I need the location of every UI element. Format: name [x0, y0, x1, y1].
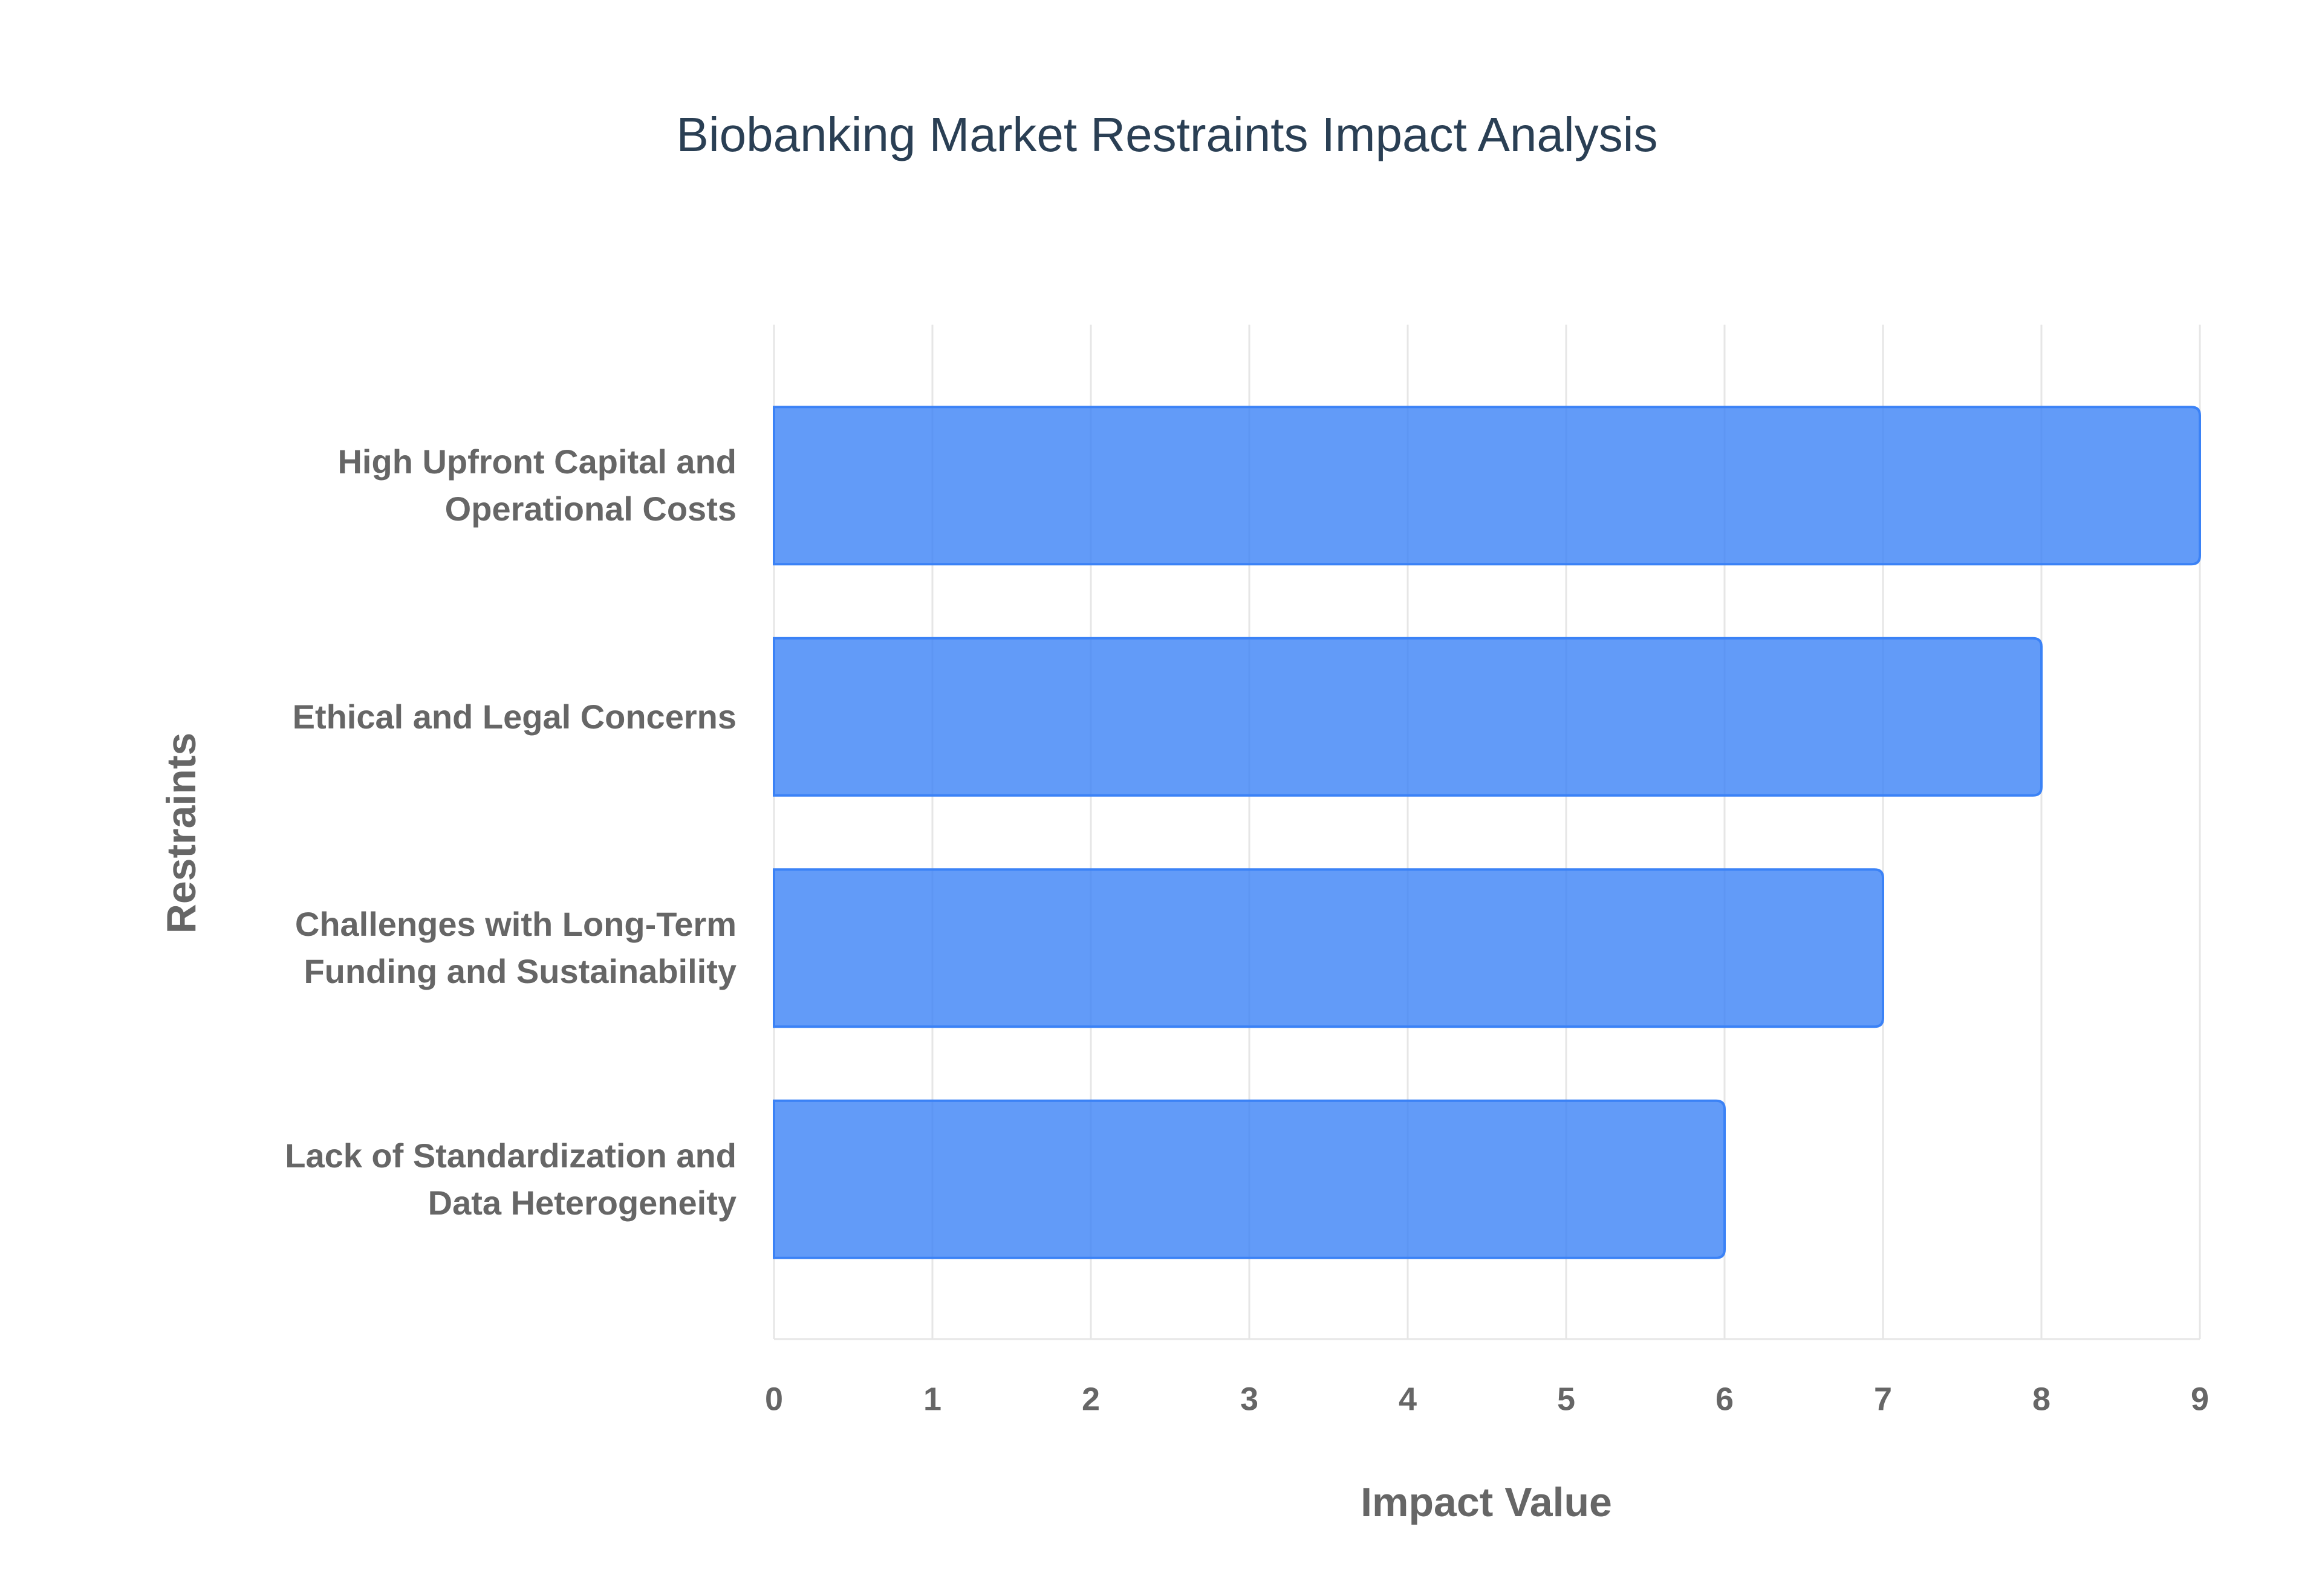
bar: [773, 868, 1884, 1028]
x-axis-title: Impact Value: [1361, 1479, 1612, 1525]
y-tick-label: Ethical and Legal Concerns: [292, 697, 737, 736]
x-tick-label: 0: [765, 1381, 783, 1417]
x-tick-label: 6: [1715, 1381, 1734, 1417]
x-tick-label: 1: [923, 1381, 941, 1417]
y-axis-title: Restraints: [158, 733, 204, 934]
y-tick-label: Challenges with Long-Term Funding and Su…: [294, 905, 737, 991]
bar: [773, 637, 2043, 797]
y-tick-label: High Upfront Capital and Operational Cos…: [337, 443, 737, 528]
x-tick-label: 2: [1082, 1381, 1100, 1417]
x-tick-label: 9: [2191, 1381, 2209, 1417]
bar: [773, 406, 2201, 566]
bar: [773, 1099, 1726, 1259]
x-tick-label: 3: [1240, 1381, 1258, 1417]
x-tick-label: 4: [1399, 1381, 1417, 1417]
x-tick-label: 7: [1874, 1381, 1892, 1417]
chart-title: Biobanking Market Restraints Impact Anal…: [677, 108, 1658, 161]
x-tick-label: 5: [1557, 1381, 1575, 1417]
y-tick-label: Lack of Standardization and Data Heterog…: [285, 1136, 737, 1222]
x-tick-label: 8: [2032, 1381, 2050, 1417]
